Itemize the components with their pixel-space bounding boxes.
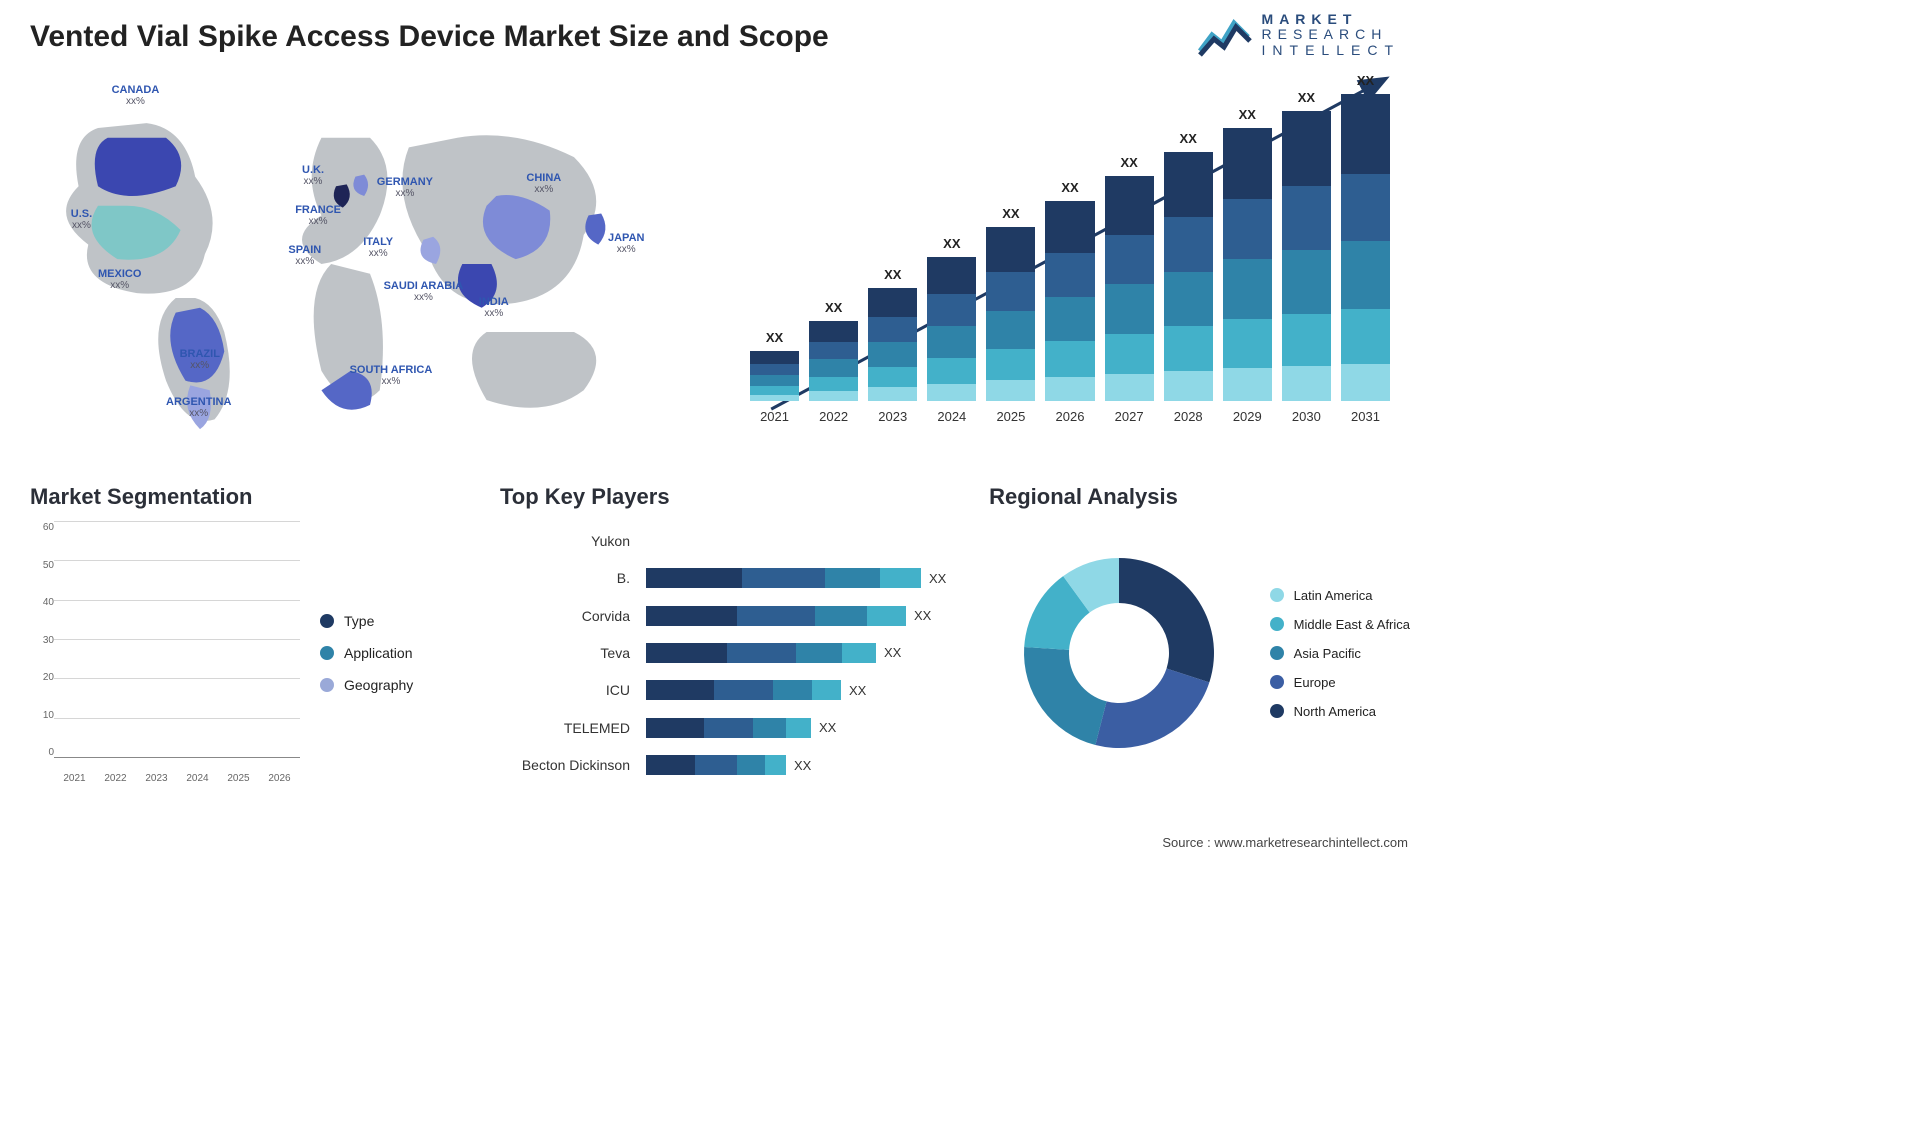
market-growth-chart: XX 2021 XX 2022 XX 2023 XX 2024 XX 2025 XX 2026 XX 20… — [730, 64, 1410, 464]
player-bar: XX — [646, 643, 959, 663]
regional-legend: Latin America Middle East & Africa Asia Pa… — [1270, 588, 1410, 719]
map-country-label: CANADAxx% — [112, 84, 160, 107]
legend-item: Application — [320, 645, 470, 661]
legend-item: Geography — [320, 677, 470, 693]
growth-bar-year: 2024 — [937, 409, 966, 424]
map-country-label: SAUDI ARABIAxx% — [384, 280, 464, 303]
growth-bar-year: 2029 — [1233, 409, 1262, 424]
map-country-label: JAPANxx% — [608, 232, 644, 255]
logo-text-3: INTELLECT — [1262, 43, 1400, 58]
player-bar: XX — [646, 606, 959, 626]
donut-slice — [1119, 558, 1214, 682]
world-map-panel: CANADAxx% U.S.xx% MEXICOxx% BRAZILxx% ARGENT… — [30, 64, 710, 464]
growth-bar: XX 2031 — [1341, 73, 1390, 424]
player-name: ICU — [500, 682, 630, 698]
logo-text-2: RESEARCH — [1262, 27, 1400, 42]
world-map-icon — [30, 64, 710, 464]
regional-title: Regional Analysis — [989, 484, 1410, 510]
key-players-title: Top Key Players — [500, 484, 959, 510]
growth-bar: XX 2025 — [986, 206, 1035, 424]
player-name: B. — [500, 570, 630, 586]
growth-bar-value: XX — [1061, 180, 1078, 195]
map-country-label: FRANCExx% — [295, 204, 341, 227]
growth-bar-year: 2028 — [1174, 409, 1203, 424]
player-bar: XX — [646, 680, 959, 700]
growth-bar: XX 2028 — [1164, 131, 1213, 424]
segmentation-chart: 6050403020100 202120222023202420252026 — [30, 522, 300, 784]
growth-bar: XX 2023 — [868, 267, 917, 424]
growth-bar-year: 2021 — [760, 409, 789, 424]
growth-bar-year: 2030 — [1292, 409, 1321, 424]
map-country-label: CHINAxx% — [526, 172, 561, 195]
regional-donut-chart — [989, 553, 1250, 753]
growth-bar-value: XX — [1239, 107, 1256, 122]
growth-bar-year: 2022 — [819, 409, 848, 424]
logo-mark-icon — [1198, 13, 1252, 57]
legend-item: Europe — [1270, 675, 1410, 690]
donut-slice — [1024, 647, 1107, 745]
donut-slice — [1096, 668, 1210, 748]
legend-item: Latin America — [1270, 588, 1410, 603]
source-citation: Source : www.marketresearchintellect.com — [1162, 835, 1408, 850]
growth-bar-value: XX — [884, 267, 901, 282]
map-country-label: GERMANYxx% — [377, 176, 433, 199]
key-players-panel: Top Key Players Yukon B. Corvida Teva ICU TEL… — [500, 484, 959, 784]
growth-bar: XX 2030 — [1282, 90, 1331, 424]
growth-bar: XX 2024 — [927, 236, 976, 424]
brand-logo: MARKET RESEARCH INTELLECT — [1198, 12, 1400, 58]
map-country-label: U.K.xx% — [302, 164, 324, 187]
growth-bar: XX 2026 — [1045, 180, 1094, 424]
growth-bar-year: 2027 — [1115, 409, 1144, 424]
player-bars-chart: XX XX XX XX XX XX — [646, 522, 959, 784]
growth-bar-year: 2026 — [1056, 409, 1085, 424]
map-country-label: BRAZILxx% — [180, 348, 220, 371]
map-country-label: ARGENTINAxx% — [166, 396, 231, 419]
growth-bar-value: XX — [1180, 131, 1197, 146]
legend-item: Middle East & Africa — [1270, 617, 1410, 632]
map-country-label: ITALYxx% — [363, 236, 393, 259]
player-bar: XX — [646, 755, 959, 775]
growth-bar: XX 2027 — [1105, 155, 1154, 424]
growth-bar-value: XX — [766, 330, 783, 345]
player-name: Corvida — [500, 608, 630, 624]
regional-panel: Regional Analysis Latin America Middle Ea… — [989, 484, 1410, 784]
growth-bar-value: XX — [943, 236, 960, 251]
player-names-list: Yukon B. Corvida Teva ICU TELEMED Becton Dicki… — [500, 522, 630, 784]
logo-text-1: MARKET — [1262, 12, 1400, 27]
map-country-label: INDIAxx% — [479, 296, 509, 319]
growth-bar-year: 2023 — [878, 409, 907, 424]
segmentation-legend: Type Application Geography — [320, 522, 470, 784]
growth-bar-value: XX — [1357, 73, 1374, 88]
growth-bar-value: XX — [1120, 155, 1137, 170]
segmentation-panel: Market Segmentation 6050403020100 202120… — [30, 484, 470, 784]
legend-item: North America — [1270, 704, 1410, 719]
player-name: Yukon — [500, 533, 630, 549]
player-bar: XX — [646, 568, 959, 588]
map-country-label: MEXICOxx% — [98, 268, 141, 291]
growth-bar-year: 2025 — [996, 409, 1025, 424]
map-country-label: SOUTH AFRICAxx% — [350, 364, 433, 387]
player-name: Becton Dickinson — [500, 757, 630, 773]
growth-bar-value: XX — [1002, 206, 1019, 221]
growth-bar-value: XX — [1298, 90, 1315, 105]
segmentation-title: Market Segmentation — [30, 484, 470, 510]
growth-bar-year: 2031 — [1351, 409, 1380, 424]
growth-bar-value: XX — [825, 300, 842, 315]
player-name: TELEMED — [500, 720, 630, 736]
growth-bar: XX 2029 — [1223, 107, 1272, 424]
growth-bar: XX 2022 — [809, 300, 858, 424]
map-country-label: SPAINxx% — [288, 244, 321, 267]
player-name: Teva — [500, 645, 630, 661]
growth-bar: XX 2021 — [750, 330, 799, 424]
legend-item: Type — [320, 613, 470, 629]
legend-item: Asia Pacific — [1270, 646, 1410, 661]
player-bar: XX — [646, 718, 959, 738]
map-country-label: U.S.xx% — [71, 208, 92, 231]
